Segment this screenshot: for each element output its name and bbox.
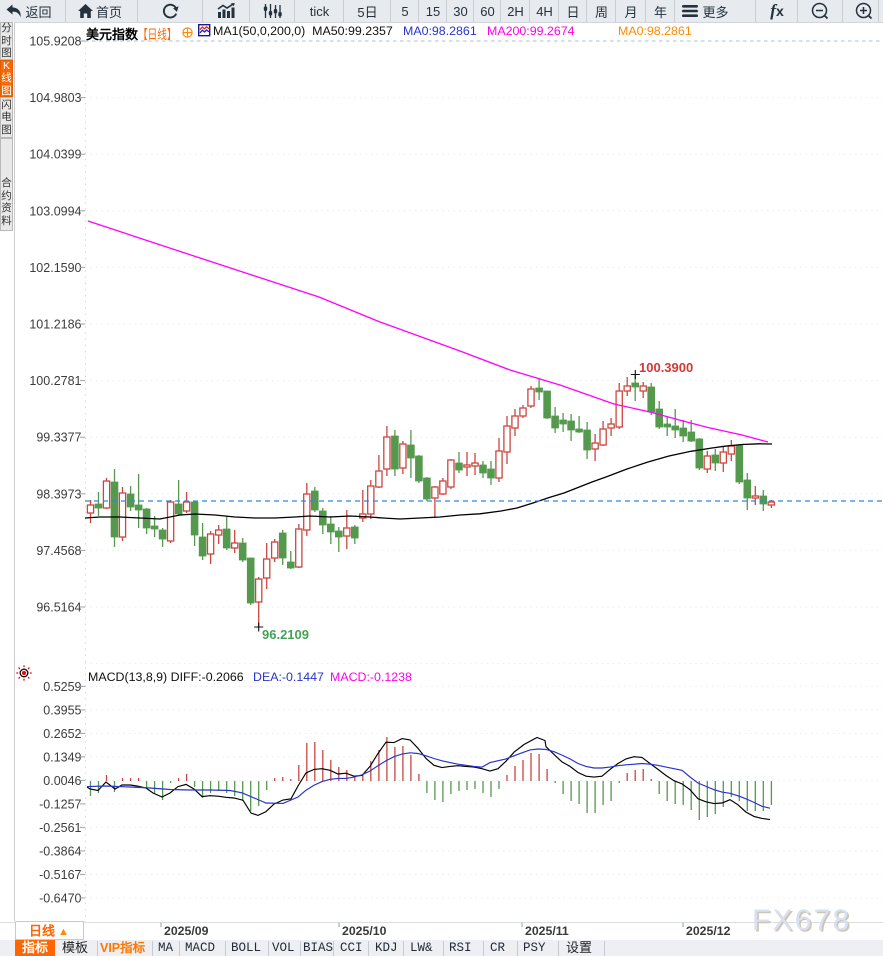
- svg-text:日线: 日线: [29, 924, 55, 939]
- svg-text:DEA:-0.1447: DEA:-0.1447: [253, 670, 324, 684]
- svg-text:2025/09: 2025/09: [164, 924, 209, 938]
- svg-text:104.9803: 104.9803: [29, 91, 81, 105]
- svg-text:100.3900: 100.3900: [639, 360, 693, 375]
- svg-text:0.3955: 0.3955: [43, 703, 81, 717]
- svg-text:FX678: FX678: [754, 906, 853, 939]
- svg-text:0.5259: 0.5259: [43, 680, 81, 694]
- svg-text:101.2186: 101.2186: [29, 318, 81, 332]
- svg-text:97.4568: 97.4568: [36, 544, 81, 558]
- svg-text:-0.5167: -0.5167: [39, 868, 81, 882]
- svg-text:FX678: FX678: [752, 904, 851, 937]
- svg-text:0.1349: 0.1349: [43, 750, 81, 764]
- svg-text:0.0046: 0.0046: [43, 774, 81, 788]
- svg-text:MACD:-0.1238: MACD:-0.1238: [330, 670, 412, 684]
- svg-text:-0.3864: -0.3864: [39, 844, 81, 858]
- svg-text:-0.6470: -0.6470: [39, 891, 81, 905]
- svg-text:-0.2561: -0.2561: [39, 821, 81, 835]
- svg-text:2025/11: 2025/11: [525, 924, 569, 938]
- svg-text:0.2652: 0.2652: [43, 727, 81, 741]
- svg-text:-0.1257: -0.1257: [39, 797, 81, 811]
- svg-text:▲: ▲: [58, 926, 69, 938]
- svg-text:2025/10: 2025/10: [342, 924, 387, 938]
- svg-text:96.2109: 96.2109: [262, 627, 309, 642]
- svg-text:103.0994: 103.0994: [29, 204, 81, 218]
- svg-text:105.9208: 105.9208: [29, 35, 81, 49]
- svg-text:96.5164: 96.5164: [36, 601, 81, 615]
- svg-text:98.3973: 98.3973: [36, 487, 81, 501]
- svg-text:104.0399: 104.0399: [29, 148, 81, 162]
- svg-text:MACD(13,8,9) DIFF:-0.2066: MACD(13,8,9) DIFF:-0.2066: [88, 670, 244, 684]
- svg-text:102.1590: 102.1590: [29, 261, 81, 275]
- svg-text:99.3377: 99.3377: [36, 431, 81, 445]
- svg-text:2025/12: 2025/12: [686, 924, 731, 938]
- svg-text:100.2781: 100.2781: [29, 374, 81, 388]
